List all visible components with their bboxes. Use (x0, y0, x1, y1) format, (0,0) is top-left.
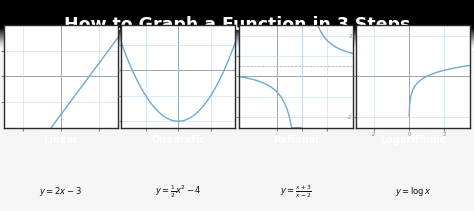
Text: $y = \log x$: $y = \log x$ (395, 185, 432, 198)
Text: Linear: Linear (43, 135, 78, 145)
Text: $y = 2x - 3$: $y = 2x - 3$ (39, 185, 82, 198)
Text: $y = \frac{x+3}{x-2}$: $y = \frac{x+3}{x-2}$ (280, 184, 312, 200)
Text: How to Graph a Function in 3 Steps: How to Graph a Function in 3 Steps (64, 16, 410, 34)
Text: Logarithmic: Logarithmic (381, 135, 446, 145)
Text: Quadratic: Quadratic (151, 135, 205, 145)
Text: $y = \frac{1}{2}x^2 - 4$: $y = \frac{1}{2}x^2 - 4$ (155, 184, 201, 200)
Text: Rational: Rational (273, 135, 319, 145)
